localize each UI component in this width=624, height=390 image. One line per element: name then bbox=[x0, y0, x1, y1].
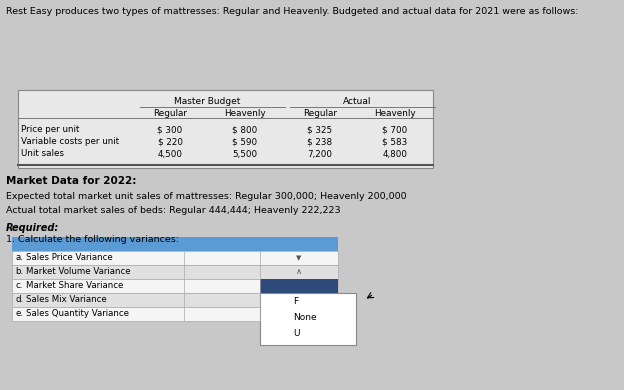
Text: e.: e. bbox=[15, 310, 23, 319]
Text: Heavenly: Heavenly bbox=[374, 108, 416, 117]
Text: Sales Mix Variance: Sales Mix Variance bbox=[26, 296, 107, 305]
Text: Master Budget: Master Budget bbox=[174, 98, 241, 106]
Text: 5,500: 5,500 bbox=[232, 149, 258, 158]
FancyBboxPatch shape bbox=[260, 293, 356, 345]
Text: Actual: Actual bbox=[343, 98, 372, 106]
Text: 7,200: 7,200 bbox=[308, 149, 333, 158]
Text: Sales Price Variance: Sales Price Variance bbox=[26, 254, 113, 262]
Text: Market Data for 2022:: Market Data for 2022: bbox=[6, 176, 137, 186]
Text: Market Share Variance: Market Share Variance bbox=[26, 282, 124, 291]
Text: None: None bbox=[294, 314, 317, 323]
Text: $ 590: $ 590 bbox=[232, 138, 258, 147]
FancyBboxPatch shape bbox=[12, 251, 338, 265]
Text: b.: b. bbox=[15, 268, 23, 277]
Text: ∧: ∧ bbox=[296, 268, 302, 277]
FancyBboxPatch shape bbox=[12, 265, 338, 279]
Text: $ 700: $ 700 bbox=[383, 126, 407, 135]
Text: $ 300: $ 300 bbox=[157, 126, 183, 135]
Text: $ 238: $ 238 bbox=[308, 138, 333, 147]
FancyBboxPatch shape bbox=[18, 90, 433, 168]
Text: $ 800: $ 800 bbox=[232, 126, 258, 135]
Text: Market Volume Variance: Market Volume Variance bbox=[26, 268, 130, 277]
Text: Rest Easy produces two types of mattresses: Regular and Heavenly. Budgeted and a: Rest Easy produces two types of mattress… bbox=[6, 7, 578, 16]
Text: $ 325: $ 325 bbox=[308, 126, 333, 135]
Text: Required:: Required: bbox=[6, 223, 59, 233]
Text: Variable costs per unit: Variable costs per unit bbox=[21, 138, 119, 147]
Text: Heavenly: Heavenly bbox=[224, 108, 266, 117]
Text: Price per unit: Price per unit bbox=[21, 126, 79, 135]
FancyBboxPatch shape bbox=[12, 237, 338, 251]
Text: a.: a. bbox=[15, 254, 23, 262]
Text: 4,500: 4,500 bbox=[157, 149, 182, 158]
Text: Regular: Regular bbox=[303, 108, 337, 117]
Text: U: U bbox=[294, 330, 300, 339]
FancyBboxPatch shape bbox=[12, 293, 338, 307]
Text: F: F bbox=[294, 298, 299, 307]
FancyBboxPatch shape bbox=[260, 279, 338, 293]
FancyBboxPatch shape bbox=[12, 307, 338, 321]
Text: $ 220: $ 220 bbox=[157, 138, 182, 147]
Text: Regular: Regular bbox=[153, 108, 187, 117]
Text: Actual total market sales of beds: Regular 444,444; Heavenly 222,223: Actual total market sales of beds: Regul… bbox=[6, 206, 341, 215]
Text: d.: d. bbox=[15, 296, 23, 305]
Text: 4,800: 4,800 bbox=[383, 149, 407, 158]
Text: 1. Calculate the following variances:: 1. Calculate the following variances: bbox=[6, 235, 179, 244]
Text: Unit sales: Unit sales bbox=[21, 149, 64, 158]
Text: $ 583: $ 583 bbox=[383, 138, 407, 147]
Text: c.: c. bbox=[15, 282, 22, 291]
Text: Sales Quantity Variance: Sales Quantity Variance bbox=[26, 310, 129, 319]
FancyBboxPatch shape bbox=[12, 279, 338, 293]
Text: Expected total market unit sales of mattresses: Regular 300,000; Heavenly 200,00: Expected total market unit sales of matt… bbox=[6, 192, 407, 201]
Text: ▼: ▼ bbox=[296, 255, 301, 261]
